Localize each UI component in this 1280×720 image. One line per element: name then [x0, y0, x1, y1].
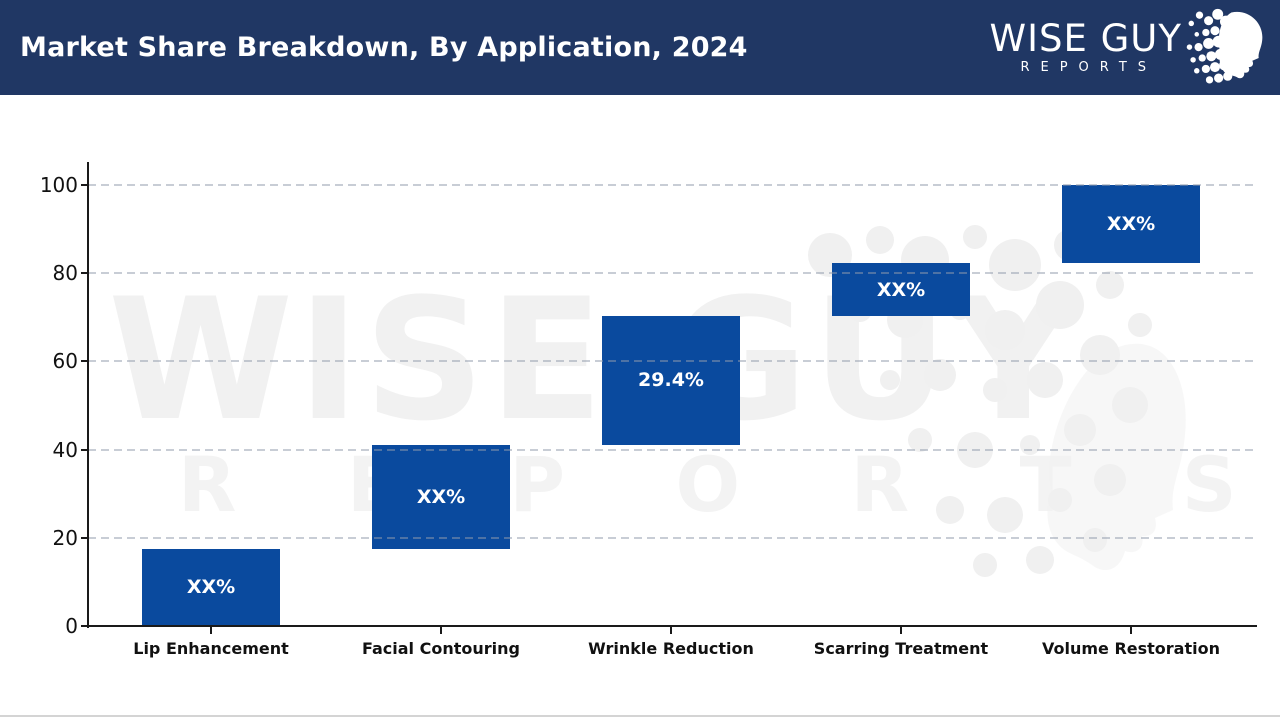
gridline-40 [88, 448, 1256, 451]
bar-scarring-treatment: XX% [832, 263, 970, 316]
x-axis-line [87, 625, 1257, 627]
y-tick-label-80: 80 [52, 261, 78, 286]
logo-wordmark: WISE GUY [989, 17, 1182, 60]
bar-value-label: 29.4% [638, 369, 704, 392]
chart-plot-area: 0 20 40 60 80 100 XX% Lip Enhancement XX% Facial … [0, 95, 1280, 720]
x-tick-3 [900, 627, 902, 634]
y-tick-60 [81, 360, 88, 363]
footer-divider [0, 715, 1280, 717]
y-tick-0 [81, 625, 88, 627]
y-tick-label-40: 40 [52, 437, 78, 462]
y-tick-20 [81, 536, 88, 539]
bar-volume-restoration: XX% [1062, 185, 1200, 264]
gridline-60 [88, 360, 1256, 363]
x-tick-1 [440, 627, 442, 634]
gridline-100 [88, 184, 1256, 186]
x-category-label: Scarring Treatment [813, 639, 989, 658]
y-axis-line [87, 162, 89, 628]
y-tick-100 [81, 184, 88, 186]
logo-text: WISE GUY REPORTS [990, 20, 1182, 75]
y-tick-label-100: 100 [39, 173, 78, 197]
x-category-label: Facial Contouring [362, 639, 520, 658]
gridline-20 [88, 536, 1256, 539]
x-category-label: Lip Enhancement [133, 639, 289, 658]
wise-guy-logo: WISE GUY REPORTS [990, 6, 1280, 90]
header-bar: Market Share Breakdown, By Application, … [0, 0, 1280, 95]
x-category-label: Volume Restoration [1041, 639, 1220, 658]
y-tick-label-0: 0 [65, 614, 78, 638]
face-profile-dots-icon [1186, 8, 1263, 84]
x-tick-0 [210, 627, 212, 634]
x-category-label: Wrinkle Reduction [588, 639, 754, 658]
y-tick-label-60: 60 [52, 349, 78, 374]
page-title: Market Share Breakdown, By Application, … [20, 32, 748, 63]
y-tick-80 [81, 272, 88, 275]
logo-subtitle: REPORTS [1020, 60, 1158, 75]
bar-facial-contouring: XX% [372, 445, 510, 549]
bar-value-label: XX% [186, 576, 236, 599]
x-tick-2 [670, 627, 672, 634]
x-tick-4 [1130, 627, 1132, 634]
bar-value-label: XX% [1106, 213, 1156, 236]
y-tick-label-20: 20 [52, 525, 78, 550]
bar-wrinkle-reduction: 29.4% [602, 315, 740, 446]
bar-value-label: XX% [876, 278, 926, 301]
bar-value-label: XX% [416, 486, 466, 508]
bar-lip-enhancement: XX% [142, 548, 280, 626]
gridline-80 [88, 272, 1256, 275]
y-tick-40 [81, 448, 88, 451]
